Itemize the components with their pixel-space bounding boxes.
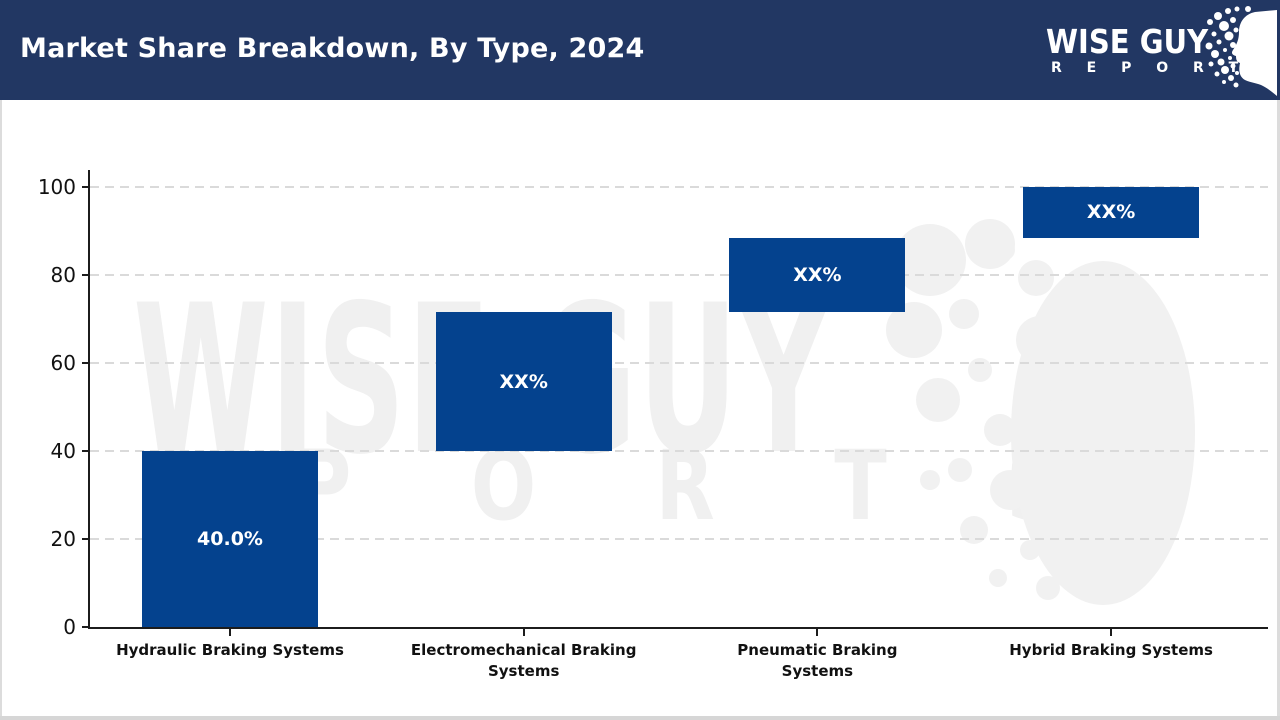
x-category-label: Hybrid Braking Systems [1009,641,1213,659]
x-category-label: Electromechanical Braking Systems [410,641,637,680]
y-axis-tick-label: 80 [50,263,76,287]
bar-value-label: XX% [1086,201,1136,224]
bar-value-label: 40.0% [197,528,263,550]
header-band: Market Share Breakdown, By Type, 2024 WI… [0,0,1280,100]
x-axis-line [88,627,1268,629]
page-border-right [1277,100,1280,720]
bar: XX% [1023,187,1200,238]
bar-value-label: XX% [499,370,548,393]
x-axis-tick [522,629,525,636]
bar: 40.0% [142,451,318,627]
y-axis-tick [82,362,90,364]
watermark-head-icon [878,219,1195,605]
chart-title: Market Share Breakdown, By Type, 2024 [20,33,645,64]
y-axis-tick [82,186,90,188]
brand-head-icon [1205,6,1277,96]
y-axis-tick-label: 20 [50,527,76,551]
page-border-bottom [0,716,1280,720]
y-axis-tick [82,626,90,628]
gridline [90,450,1268,452]
y-axis-tick [82,538,90,540]
bar: XX% [435,312,612,451]
y-axis-tick-label: 60 [50,351,76,375]
y-axis-tick-label: 100 [37,175,76,199]
y-axis-tick-label: 40 [50,439,76,463]
y-axis-tick [82,450,90,452]
x-axis-tick [1110,629,1113,636]
x-axis-tick [816,629,819,636]
brand-name: WISE GUY [1046,22,1209,61]
gridline [90,362,1268,364]
y-axis-tick [82,274,90,276]
gridline [90,186,1268,188]
x-category-label: Hydraulic Braking Systems [116,641,344,659]
y-axis-line [88,170,90,629]
x-category-label: Pneumatic Braking Systems [737,641,898,680]
y-axis-tick-label: 0 [63,615,76,639]
bar-value-label: XX% [793,263,842,286]
gridline [90,274,1268,276]
x-axis-tick [229,629,231,636]
gridline [90,538,1268,540]
bar: XX% [729,237,906,313]
page-border-left [0,100,2,720]
